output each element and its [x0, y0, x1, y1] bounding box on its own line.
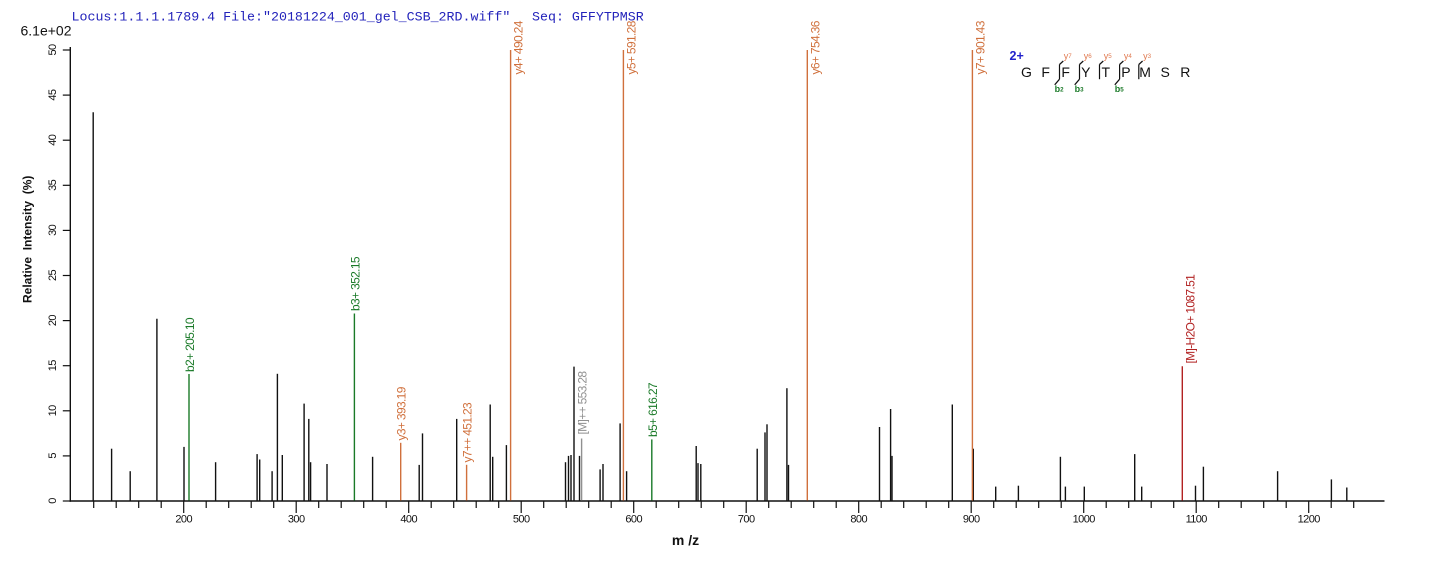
- svg-text:600: 600: [625, 514, 642, 526]
- svg-text:300: 300: [288, 514, 305, 526]
- svg-text:15: 15: [47, 360, 59, 372]
- svg-text:20: 20: [47, 315, 59, 327]
- svg-text:m /z: m /z: [672, 532, 699, 548]
- svg-text:y4: y4: [1124, 51, 1133, 61]
- svg-text:b3+ 352.15: b3+ 352.15: [348, 256, 362, 311]
- svg-text:1100: 1100: [1186, 514, 1208, 526]
- svg-text:P: P: [1121, 64, 1130, 80]
- svg-text:b5: b5: [1115, 84, 1125, 94]
- svg-text:T: T: [1102, 64, 1111, 80]
- svg-text:25: 25: [47, 270, 59, 282]
- svg-text:[M]++ 553.28: [M]++ 553.28: [576, 371, 590, 435]
- svg-text:[M]-H2O+ 1087.51: [M]-H2O+ 1087.51: [1183, 274, 1197, 364]
- svg-text:1200: 1200: [1298, 514, 1321, 526]
- svg-text:0: 0: [47, 498, 59, 504]
- svg-text:40: 40: [47, 134, 59, 146]
- svg-text:Seq: GFFYTPMSR: Seq: GFFYTPMSR: [532, 10, 644, 25]
- svg-text:y5: y5: [1104, 51, 1113, 61]
- svg-text:45: 45: [47, 89, 59, 101]
- svg-text:y7: y7: [1064, 51, 1073, 61]
- svg-text:400: 400: [400, 514, 417, 526]
- svg-text:10: 10: [47, 405, 59, 417]
- svg-text:2+: 2+: [1010, 49, 1024, 63]
- svg-text:b3: b3: [1075, 84, 1085, 94]
- svg-text:6.1e+02: 6.1e+02: [21, 23, 72, 39]
- svg-text:50: 50: [47, 44, 59, 56]
- svg-text:700: 700: [738, 514, 755, 526]
- svg-text:b2+ 205.10: b2+ 205.10: [183, 317, 197, 372]
- svg-text:Relative Intensity (%): Relative Intensity (%): [21, 176, 35, 303]
- svg-text:30: 30: [47, 224, 59, 236]
- svg-text:y6: y6: [1084, 51, 1093, 61]
- svg-text:800: 800: [850, 514, 867, 526]
- svg-text:G: G: [1021, 64, 1032, 80]
- svg-text:S: S: [1161, 64, 1170, 80]
- svg-text:y3+ 393.19: y3+ 393.19: [395, 386, 409, 440]
- svg-text:b5+ 616.27: b5+ 616.27: [646, 382, 660, 437]
- svg-text:y7+ 901.43: y7+ 901.43: [973, 20, 987, 74]
- svg-text:Locus:1.1.1.1789.4 File:"20181: Locus:1.1.1.1789.4 File:"20181224_001_ge…: [72, 10, 511, 25]
- svg-text:M: M: [1139, 64, 1151, 80]
- svg-text:1000: 1000: [1073, 514, 1096, 526]
- svg-text:y4+ 490.24: y4+ 490.24: [512, 20, 526, 74]
- svg-text:35: 35: [47, 179, 59, 191]
- svg-text:200: 200: [175, 514, 192, 526]
- svg-text:F: F: [1041, 64, 1050, 80]
- svg-text:y5+ 591.28: y5+ 591.28: [624, 20, 638, 74]
- svg-text:F: F: [1061, 64, 1070, 80]
- svg-text:y6+ 754.36: y6+ 754.36: [808, 20, 822, 74]
- svg-text:R: R: [1180, 64, 1190, 80]
- svg-text:500: 500: [513, 514, 530, 526]
- svg-text:b2: b2: [1055, 84, 1065, 94]
- svg-text:5: 5: [47, 453, 59, 459]
- svg-text:y7++ 451.23: y7++ 451.23: [461, 402, 475, 463]
- svg-text:900: 900: [963, 514, 980, 526]
- svg-text:Y: Y: [1081, 64, 1091, 80]
- svg-text:y3: y3: [1143, 51, 1152, 61]
